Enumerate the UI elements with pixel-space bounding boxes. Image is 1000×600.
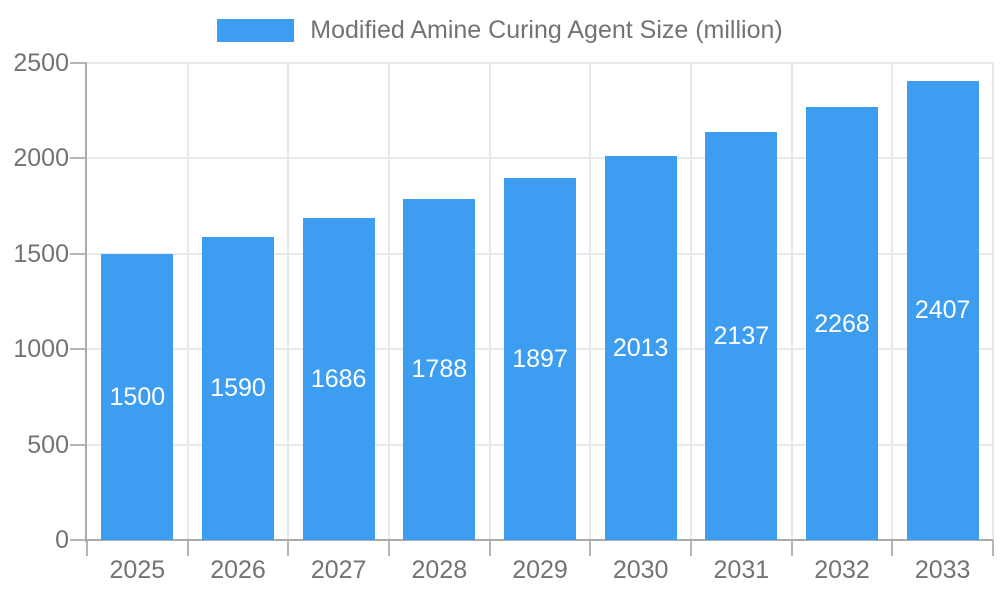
bar[interactable] bbox=[906, 80, 979, 540]
x-axis-label: 2026 bbox=[210, 556, 266, 584]
x-axis-label: 2030 bbox=[612, 556, 669, 584]
x-axis-label: 2025 bbox=[109, 556, 166, 584]
y-axis-line bbox=[85, 63, 87, 542]
bar[interactable] bbox=[806, 107, 878, 540]
x-axis-tick bbox=[388, 540, 390, 556]
legend-swatch-icon bbox=[217, 18, 295, 42]
y-axis-tick bbox=[70, 252, 87, 255]
bar-value-label: 2013 bbox=[612, 333, 669, 362]
bar-value-label: 1686 bbox=[310, 365, 367, 394]
bar[interactable] bbox=[604, 155, 677, 540]
x-axis-label: 2033 bbox=[914, 556, 971, 584]
y-axis-tick bbox=[70, 62, 87, 64]
y-gridline bbox=[87, 157, 993, 160]
x-axis-label: 2031 bbox=[713, 556, 770, 584]
x-gridline bbox=[790, 63, 793, 540]
bar[interactable] bbox=[202, 236, 274, 540]
x-gridline bbox=[891, 63, 894, 540]
x-axis-tick bbox=[690, 540, 692, 556]
x-axis-tick bbox=[589, 540, 592, 556]
y-axis-tick bbox=[70, 348, 87, 351]
bar-value-label: 1590 bbox=[210, 374, 266, 403]
bar-value-label: 2137 bbox=[713, 322, 770, 351]
y-axis-tick bbox=[70, 157, 87, 160]
legend-label: Modified Amine Curing Agent Size (millio… bbox=[310, 16, 783, 44]
bar-value-label: 1500 bbox=[109, 382, 166, 411]
x-axis-label: 2032 bbox=[814, 556, 870, 584]
x-gridline bbox=[388, 63, 390, 540]
bar[interactable] bbox=[705, 132, 778, 540]
x-axis-tick bbox=[488, 540, 491, 556]
bar[interactable] bbox=[101, 253, 174, 540]
y-axis-label: 2500 bbox=[13, 49, 69, 77]
y-axis-label: 1500 bbox=[13, 239, 69, 268]
bar[interactable] bbox=[403, 198, 476, 540]
y-axis-tick bbox=[70, 539, 87, 541]
legend[interactable]: Modified Amine Curing Agent Size (millio… bbox=[0, 15, 1000, 45]
x-axis-label: 2029 bbox=[512, 556, 568, 584]
bar-value-label: 2407 bbox=[914, 296, 971, 325]
x-axis-tick bbox=[790, 540, 793, 556]
x-axis-label: 2028 bbox=[411, 556, 468, 584]
x-axis-label: 2027 bbox=[310, 556, 367, 584]
y-gridline bbox=[87, 62, 993, 64]
y-axis-label: 0 bbox=[55, 526, 69, 554]
bar[interactable] bbox=[504, 178, 576, 540]
y-axis-label: 1000 bbox=[13, 335, 69, 364]
x-gridline bbox=[488, 63, 491, 540]
x-axis-tick bbox=[287, 540, 290, 556]
x-gridline bbox=[690, 63, 692, 540]
x-axis-line bbox=[85, 539, 993, 541]
y-axis-tick bbox=[70, 443, 87, 446]
x-axis-tick bbox=[186, 540, 189, 556]
bar-value-label: 1897 bbox=[512, 345, 568, 374]
x-axis-tick bbox=[891, 540, 894, 556]
x-gridline bbox=[186, 63, 189, 540]
x-gridline bbox=[992, 63, 994, 540]
y-axis-label: 500 bbox=[27, 430, 69, 459]
bar[interactable] bbox=[302, 218, 375, 540]
x-gridline bbox=[287, 63, 290, 540]
y-axis-label: 2000 bbox=[13, 144, 69, 173]
bar-value-label: 2268 bbox=[814, 309, 870, 338]
x-axis-tick bbox=[86, 540, 88, 556]
x-axis-tick bbox=[992, 540, 994, 556]
bar-value-label: 1788 bbox=[411, 355, 468, 384]
x-gridline bbox=[589, 63, 592, 540]
